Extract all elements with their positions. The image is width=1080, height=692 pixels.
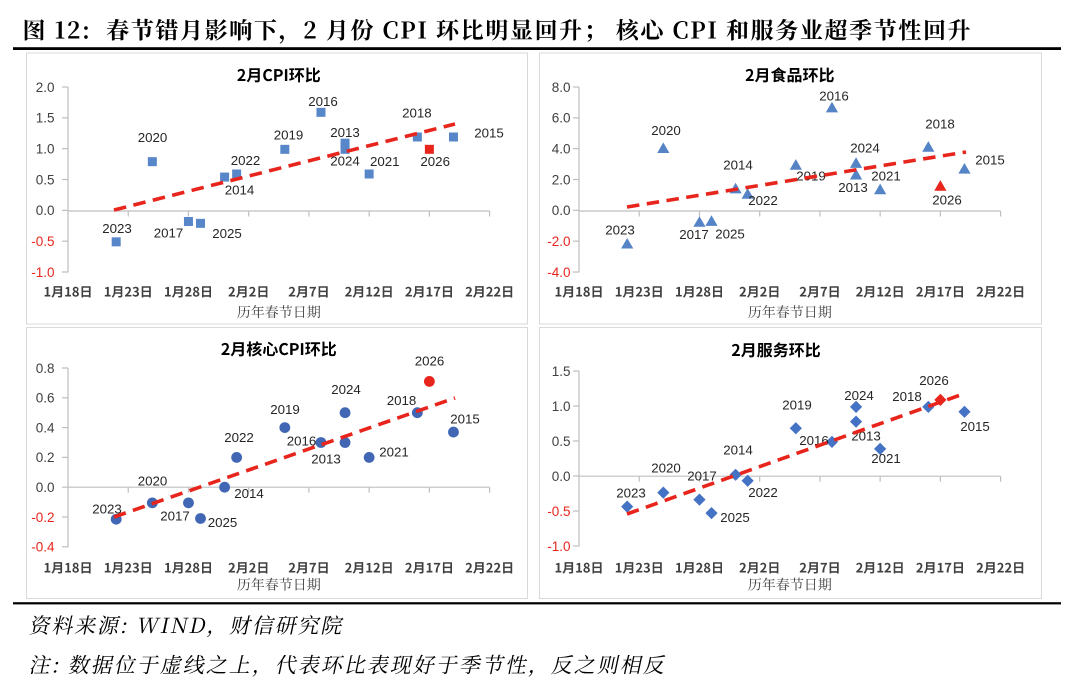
svg-text:2018: 2018 [387, 393, 417, 408]
svg-text:2013: 2013 [330, 125, 360, 140]
svg-text:2024: 2024 [330, 154, 360, 169]
svg-text:2026: 2026 [415, 354, 445, 369]
svg-text:2025: 2025 [208, 515, 238, 530]
svg-text:-0.5: -0.5 [547, 504, 570, 519]
svg-text:2019: 2019 [270, 402, 300, 417]
svg-text:2023: 2023 [605, 223, 635, 238]
svg-text:2014: 2014 [723, 158, 753, 173]
svg-text:0.0: 0.0 [36, 480, 55, 495]
svg-text:2020: 2020 [651, 123, 681, 138]
svg-text:0.5: 0.5 [36, 172, 55, 187]
svg-text:2021: 2021 [379, 445, 409, 460]
svg-text:2019: 2019 [274, 128, 304, 143]
svg-text:2025: 2025 [715, 227, 745, 242]
svg-text:2023: 2023 [92, 502, 122, 517]
svg-text:2014: 2014 [234, 486, 264, 501]
svg-text:2018: 2018 [925, 116, 955, 131]
svg-text:-1.0: -1.0 [547, 539, 570, 554]
svg-text:2022: 2022 [748, 193, 778, 208]
svg-text:4.0: 4.0 [552, 141, 571, 156]
svg-text:2020: 2020 [138, 130, 168, 145]
svg-text:0.0: 0.0 [552, 469, 571, 484]
svg-text:2021: 2021 [871, 451, 901, 466]
svg-text:2018: 2018 [402, 106, 432, 121]
svg-text:2020: 2020 [651, 461, 681, 476]
svg-text:6.0: 6.0 [552, 111, 571, 126]
svg-text:-0.2: -0.2 [31, 510, 54, 525]
svg-text:2026: 2026 [420, 154, 450, 169]
svg-text:0.0: 0.0 [36, 203, 55, 218]
svg-text:2025: 2025 [720, 510, 750, 525]
svg-text:2014: 2014 [723, 443, 753, 458]
svg-text:2016: 2016 [799, 433, 829, 448]
svg-text:1.5: 1.5 [36, 111, 55, 126]
svg-text:2018: 2018 [892, 389, 922, 404]
svg-text:2022: 2022 [231, 153, 261, 168]
svg-text:2017: 2017 [160, 509, 190, 524]
svg-text:-4.0: -4.0 [547, 265, 570, 280]
svg-text:2.0: 2.0 [552, 172, 571, 187]
svg-text:1.0: 1.0 [552, 399, 571, 414]
svg-text:2023: 2023 [102, 221, 132, 236]
svg-text:0.2: 0.2 [36, 450, 55, 465]
svg-text:8.0: 8.0 [552, 80, 571, 95]
svg-text:2026: 2026 [932, 193, 962, 208]
svg-text:2016: 2016 [819, 89, 849, 104]
svg-text:2014: 2014 [225, 183, 255, 198]
svg-text:0.0: 0.0 [552, 203, 571, 218]
svg-text:-1.0: -1.0 [31, 265, 54, 280]
svg-text:2025: 2025 [212, 226, 242, 241]
svg-text:2019: 2019 [782, 398, 812, 413]
svg-text:0.8: 0.8 [36, 361, 55, 376]
svg-text:2015: 2015 [474, 125, 504, 140]
svg-text:2021: 2021 [871, 169, 901, 184]
svg-text:-0.5: -0.5 [31, 234, 54, 249]
svg-text:-2.0: -2.0 [547, 234, 570, 249]
svg-text:0.4: 0.4 [36, 420, 55, 435]
svg-text:-0.4: -0.4 [31, 540, 55, 555]
svg-text:2013: 2013 [838, 180, 868, 195]
svg-text:1.0: 1.0 [36, 141, 55, 156]
svg-text:2024: 2024 [844, 388, 874, 403]
svg-text:2024: 2024 [331, 382, 361, 397]
svg-text:2015: 2015 [960, 419, 990, 434]
svg-text:2016: 2016 [308, 94, 338, 109]
svg-text:2016: 2016 [287, 434, 317, 449]
svg-text:2026: 2026 [919, 373, 949, 388]
svg-text:2017: 2017 [154, 226, 184, 241]
svg-text:2017: 2017 [687, 469, 717, 484]
svg-text:2022: 2022 [748, 485, 778, 500]
svg-text:0.6: 0.6 [36, 391, 55, 406]
svg-text:2015: 2015 [450, 412, 480, 427]
svg-text:2021: 2021 [370, 154, 400, 169]
svg-text:1.5: 1.5 [552, 364, 571, 379]
svg-text:2.0: 2.0 [36, 80, 55, 95]
svg-text:2017: 2017 [679, 227, 709, 242]
svg-text:2013: 2013 [311, 452, 341, 467]
svg-text:0.5: 0.5 [552, 434, 571, 449]
svg-text:2015: 2015 [975, 153, 1005, 168]
svg-text:2024: 2024 [850, 141, 880, 156]
svg-text:2023: 2023 [616, 486, 646, 501]
svg-text:2020: 2020 [138, 474, 168, 489]
svg-text:2022: 2022 [224, 430, 254, 445]
